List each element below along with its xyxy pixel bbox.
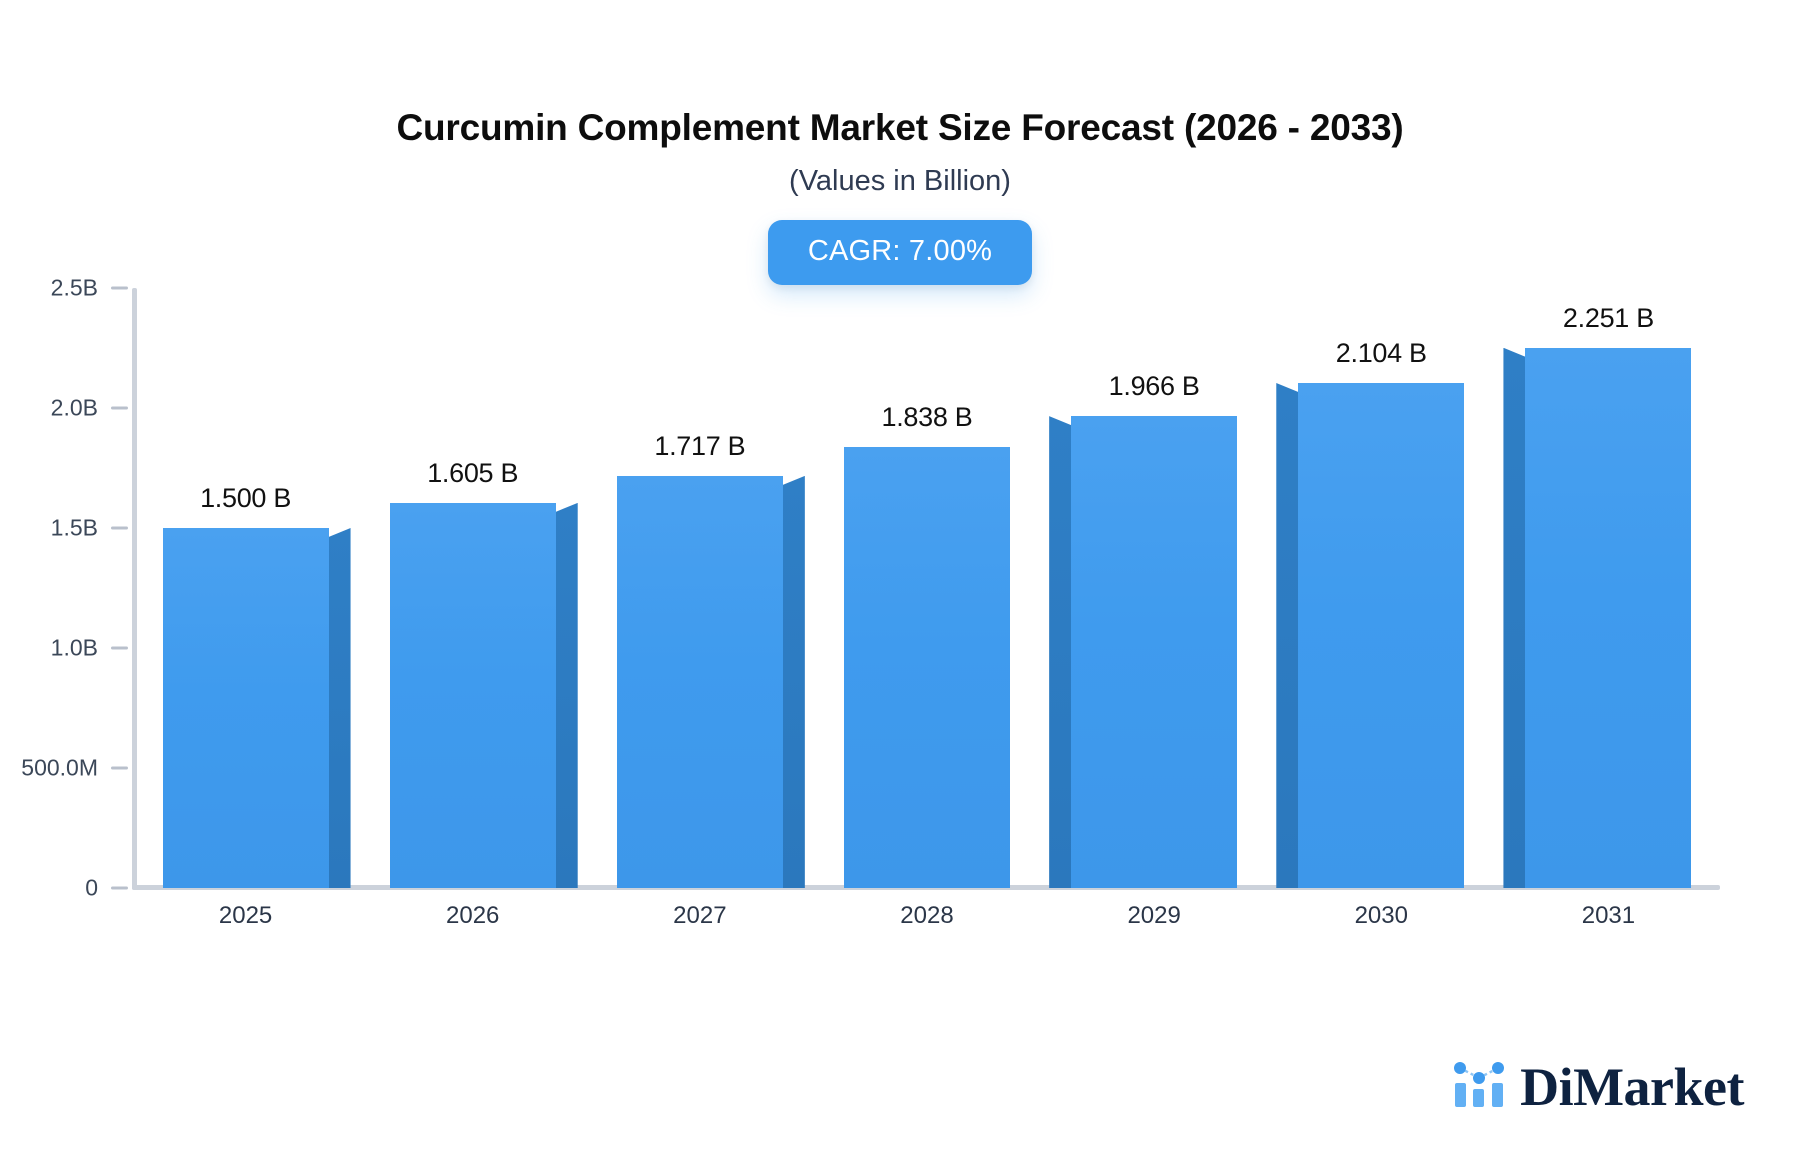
bar-side-face: [1503, 347, 1526, 888]
bar-column: 1.838 B: [844, 288, 1010, 888]
bar-front-face: [389, 502, 556, 888]
bar-series: 1.500 B 1.605 B 1.717 B 1.838 B 1.966 B 2.104…: [132, 288, 1722, 888]
bar-side-face: [1049, 416, 1072, 888]
y-axis-tick-mark: [111, 766, 128, 770]
bar-column: 1.500 B: [162, 288, 351, 888]
bar-front-face: [1525, 347, 1692, 888]
x-axis-tick-label: 2030: [1354, 902, 1408, 929]
bar-chart-icon: [1452, 1059, 1506, 1114]
bar-value-label: 1.500 B: [200, 483, 292, 513]
y-axis-tick-mark: [111, 526, 128, 530]
y-axis-tick-label: 0: [85, 874, 98, 901]
y-axis-tick-label: 2.0B: [50, 394, 98, 421]
bar[interactable]: 1.605 B: [389, 458, 578, 888]
x-axis-tick-label: 2026: [446, 902, 500, 929]
y-axis-tick: 1.0B: [51, 635, 128, 662]
bar-value-label: 1.966 B: [1108, 371, 1200, 402]
bar-value-label: 1.838 B: [881, 401, 973, 432]
y-axis-tick: 2.0B: [51, 395, 128, 422]
x-axis-line: [132, 885, 1720, 890]
bar-side-face: [782, 475, 805, 888]
y-axis-tick: 500.0M: [21, 755, 128, 782]
y-axis-tick-mark: [111, 886, 128, 890]
y-axis-tick-label: 500.0M: [21, 754, 98, 781]
bar-column: 1.966 B: [1049, 288, 1238, 888]
bar-value-label: 1.717 B: [654, 430, 746, 461]
x-axis-tick-label: 2027: [673, 902, 727, 929]
y-axis-tick-mark: [111, 406, 128, 410]
bar[interactable]: 1.838 B: [844, 402, 1010, 888]
logo-text: DiMarket: [1520, 1056, 1744, 1117]
bar[interactable]: 2.104 B: [1276, 338, 1465, 888]
bar-value-label: 1.605 B: [427, 457, 519, 488]
bar[interactable]: 2.251 B: [1503, 303, 1692, 888]
page-title: Curcumin Complement Market Size Forecast…: [396, 107, 1404, 148]
x-axis-ticks: 2025 2026 2027 2028 2029 2030 2031: [132, 902, 1722, 942]
y-axis-line: [132, 288, 137, 890]
bar-front-face: [616, 475, 783, 888]
bar-value-label: 2.104 B: [1335, 338, 1427, 369]
bar-column: 2.104 B: [1276, 288, 1465, 888]
bar-front-face: [1298, 383, 1465, 888]
cagr-badge[interactable]: CAGR: 7.00%: [767, 219, 1033, 285]
x-axis-tick-label: 2029: [1127, 902, 1181, 929]
x-axis-tick-label: 2031: [1581, 902, 1636, 929]
bar[interactable]: 1.717 B: [616, 431, 805, 888]
bar-front-face: [162, 528, 329, 888]
bar-column: 1.717 B: [616, 288, 805, 888]
chart-header: Curcumin Complement Market Size Forecast…: [0, 0, 1800, 198]
bar[interactable]: 1.966 B: [1049, 371, 1238, 888]
y-axis-tick-mark: [111, 646, 128, 650]
x-axis-tick-label: 2025: [218, 902, 273, 929]
cagr-badge-container: CAGR: 7.00%: [0, 219, 1800, 285]
bar-value-label: 2.251 B: [1562, 302, 1654, 333]
brand-logo: DiMarket: [1452, 1059, 1744, 1114]
bar-side-face: [555, 502, 578, 888]
bar-side-face: [1276, 383, 1299, 888]
y-axis-tick: 1.5B: [51, 515, 128, 542]
bar-side-face: [328, 528, 351, 888]
x-axis-tick-label: 2028: [900, 902, 954, 929]
bar-column: 2.251 B: [1503, 288, 1692, 888]
y-axis-ticks: 2.5B 2.0B 1.5B 1.0B 500.0M 0: [0, 275, 128, 901]
y-axis-tick: 0: [85, 875, 128, 902]
y-axis-tick-label: 1.5B: [50, 514, 98, 541]
bar[interactable]: 1.500 B: [162, 483, 351, 888]
bar-front-face: [1071, 416, 1238, 888]
y-axis-tick-mark: [111, 286, 128, 290]
chart-subtitle: (Values in Billion): [789, 164, 1011, 197]
bar-column: 1.605 B: [389, 288, 578, 888]
y-axis-tick-label: 1.0B: [50, 634, 98, 661]
bar-front-face: [844, 446, 1010, 888]
